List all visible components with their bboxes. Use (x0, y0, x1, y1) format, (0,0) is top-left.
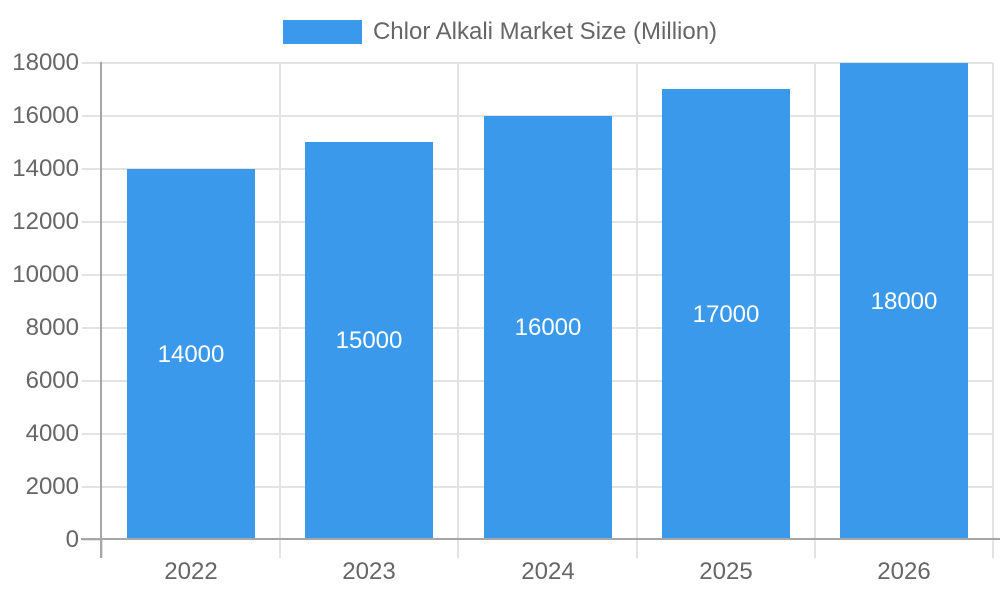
bar-2026[interactable]: 18000 (840, 63, 968, 540)
y-axis-line (100, 62, 102, 558)
bar-value-label: 16000 (514, 314, 582, 341)
y-axis-tick (82, 433, 102, 435)
x-axis-tick (279, 540, 281, 558)
x-axis-tick (636, 540, 638, 558)
y-axis-tick (82, 380, 102, 382)
x-axis-label-2025: 2025 (699, 558, 753, 585)
bar-2024[interactable]: 16000 (484, 116, 612, 540)
x-axis-label-2026: 2026 (877, 558, 931, 585)
legend-label: Chlor Alkali Market Size (Million) (372, 18, 718, 45)
x-axis-label-2024: 2024 (521, 558, 575, 585)
legend-swatch-icon (282, 20, 362, 44)
x-axis-tick (101, 540, 103, 558)
y-axis-label: 10000 (12, 261, 79, 288)
bar-value-label: 17000 (692, 300, 760, 328)
y-axis-label: 6000 (25, 367, 79, 394)
y-axis-label: 18000 (12, 49, 79, 76)
chart-legend[interactable]: Chlor Alkali Market Size (Million) (0, 20, 1000, 44)
gridline-vertical (636, 63, 638, 540)
bar-2022[interactable]: 14000 (127, 169, 255, 540)
bar-2023[interactable]: 15000 (305, 142, 433, 540)
x-axis-label-2022: 2022 (164, 558, 218, 585)
y-axis-tick (82, 327, 102, 329)
x-axis-tick (814, 540, 816, 558)
bar-value-label: 14000 (157, 340, 225, 368)
x-axis-label-2023: 2023 (342, 558, 396, 585)
bar-value-label: 18000 (870, 287, 938, 315)
gridline-horizontal (102, 62, 993, 64)
y-axis-tick (82, 221, 102, 223)
y-axis-tick (82, 539, 102, 541)
gridline-vertical (279, 63, 281, 540)
y-axis-label: 8000 (25, 314, 79, 341)
y-axis-tick (82, 115, 102, 117)
y-axis-label: 2000 (25, 473, 79, 500)
y-axis-label: 14000 (12, 155, 79, 182)
y-axis-tick (82, 486, 102, 488)
y-axis-tick (82, 62, 102, 64)
bar-value-label: 15000 (335, 327, 403, 354)
gridline-vertical (457, 63, 459, 540)
y-axis-label: 4000 (25, 420, 79, 447)
x-axis-line (81, 538, 1000, 540)
y-axis-label: 0 (65, 526, 79, 553)
y-axis-label: 16000 (12, 102, 79, 129)
x-axis-tick (992, 540, 994, 558)
x-axis-tick (457, 540, 459, 558)
y-axis-label: 12000 (12, 208, 79, 235)
gridline-vertical (992, 63, 994, 540)
bar-2025[interactable]: 17000 (662, 89, 790, 540)
y-axis-tick (82, 168, 102, 170)
gridline-vertical (814, 63, 816, 540)
y-axis-tick (82, 274, 102, 276)
